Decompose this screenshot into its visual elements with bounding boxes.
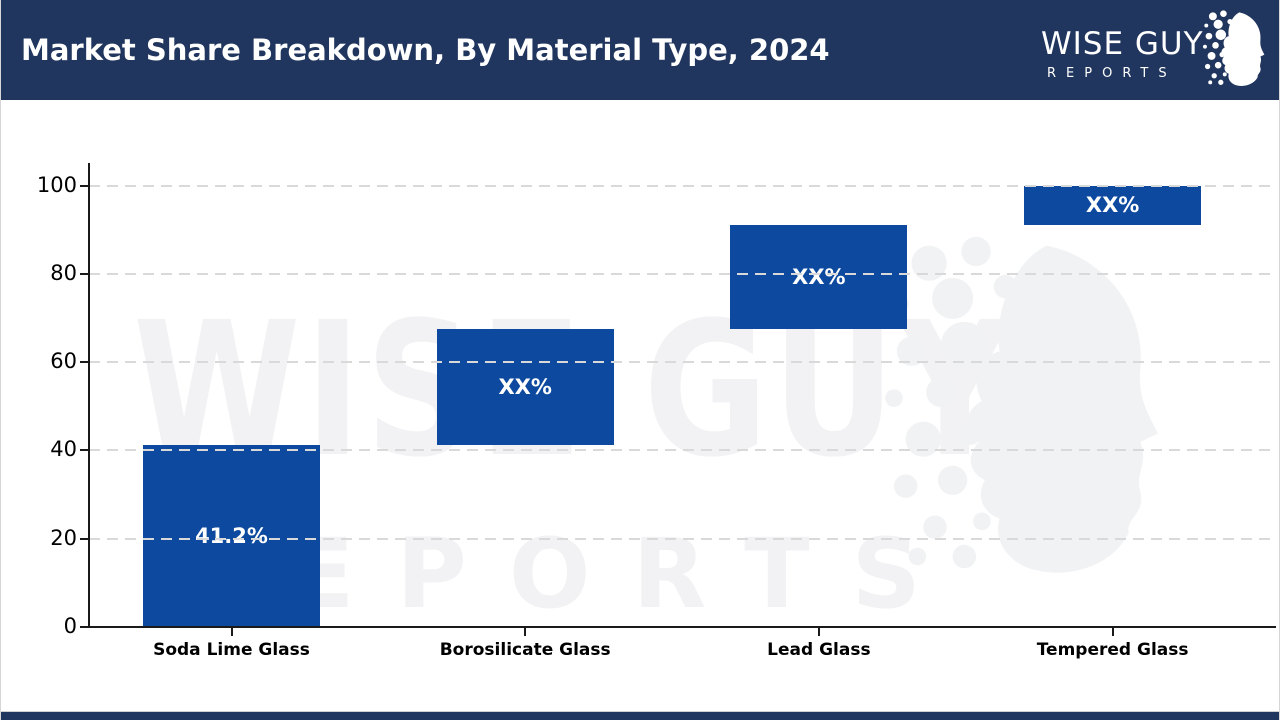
x-category-label: Soda Lime Glass	[153, 640, 310, 660]
logo-wordmark: WISE GUY	[1041, 26, 1204, 62]
y-axis-line	[88, 163, 90, 628]
y-tick	[80, 449, 88, 452]
grid-line	[89, 537, 1275, 540]
y-tick-label: 20	[50, 525, 77, 550]
chart-title: Market Share Breakdown, By Material Type…	[21, 33, 830, 67]
bar-value-label: XX%	[1085, 193, 1140, 218]
x-tick	[817, 628, 820, 636]
y-tick-label: 100	[36, 172, 77, 197]
y-tick	[80, 537, 88, 540]
grid-line	[89, 184, 1275, 187]
bar-value-label: XX%	[498, 375, 552, 400]
x-category-label: Borosilicate Glass	[439, 640, 611, 660]
x-tick	[524, 628, 527, 636]
logo-reports-text: REPORTS	[1047, 66, 1177, 81]
x-tick	[230, 628, 233, 636]
y-tick-label: 80	[50, 260, 77, 285]
bar-value-label: 41.2%	[195, 524, 268, 549]
y-tick-label: 40	[50, 437, 77, 462]
bar: 41.2%	[143, 445, 320, 627]
footer-band	[1, 711, 1279, 720]
x-tick	[1111, 628, 1114, 636]
x-category-label: Tempered Glass	[1036, 640, 1189, 660]
bar: XX%	[1024, 185, 1202, 226]
bar: XX%	[436, 328, 614, 446]
grid-line	[89, 361, 1275, 364]
wise-guy-reports-logo: WISE GUY REPORTS	[1013, 6, 1263, 96]
y-tick	[80, 184, 88, 187]
y-tick-label: 0	[63, 614, 77, 638]
bar-value-label: XX%	[792, 265, 846, 290]
y-tick	[80, 272, 88, 275]
x-category-label: Lead Glass	[767, 640, 871, 660]
header-band: Market Share Breakdown, By Material Type…	[1, 0, 1279, 100]
bar: XX%	[730, 225, 908, 329]
y-tick	[80, 361, 88, 364]
y-tick-label: 60	[50, 349, 77, 374]
logo-face-icon	[1201, 8, 1267, 88]
y-tick	[80, 626, 88, 628]
x-axis-line	[88, 626, 1276, 628]
grid-line	[89, 449, 1275, 452]
grid-line	[89, 272, 1275, 275]
